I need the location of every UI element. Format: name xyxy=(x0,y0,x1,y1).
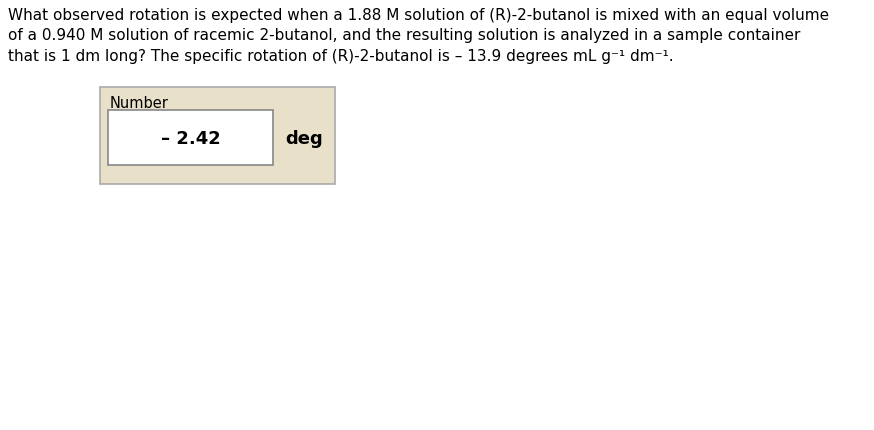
Text: Number: Number xyxy=(110,96,169,111)
Text: What observed rotation is expected when a 1.88 M solution of (R)-2-butanol is mi: What observed rotation is expected when … xyxy=(8,8,829,64)
Text: – 2.42: – 2.42 xyxy=(161,129,220,147)
Text: deg: deg xyxy=(285,129,323,147)
FancyBboxPatch shape xyxy=(108,111,273,166)
FancyBboxPatch shape xyxy=(100,88,335,184)
